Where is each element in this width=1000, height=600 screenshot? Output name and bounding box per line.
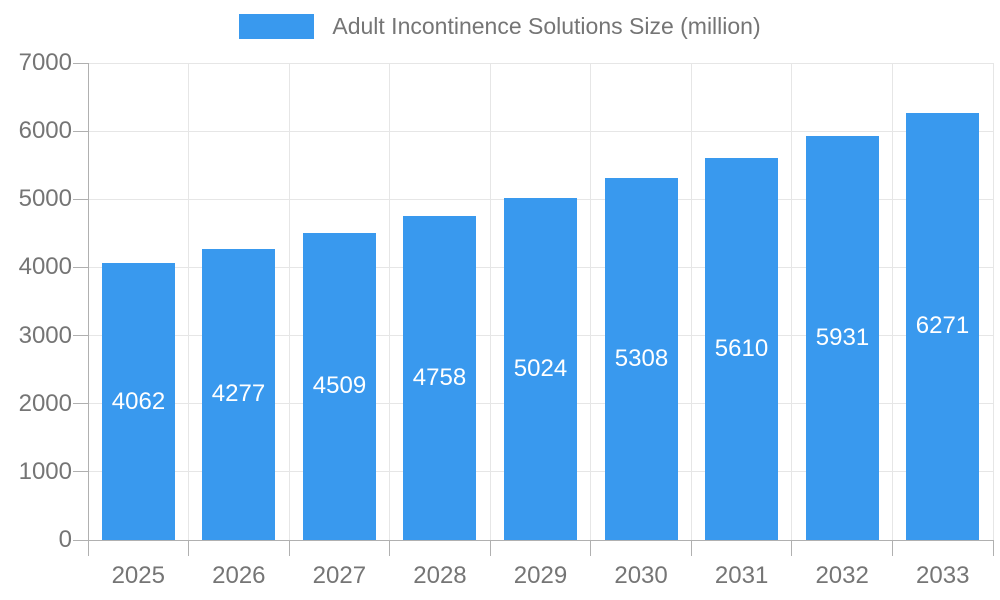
bar: 4062	[102, 263, 175, 540]
bar-value-label: 5308	[614, 345, 669, 373]
x-axis-tick	[791, 540, 793, 556]
y-axis-tick-label: 5000	[18, 185, 72, 213]
x-axis-category-label: 2025	[111, 562, 165, 589]
x-gridline	[489, 63, 491, 540]
x-gridline	[891, 63, 893, 540]
x-axis-category-label: 2027	[312, 562, 367, 589]
x-axis-tick	[992, 540, 994, 556]
x-axis-tick	[690, 540, 692, 556]
bar: 5308	[605, 178, 678, 540]
bar-value-label: 5024	[513, 354, 568, 382]
y-axis-line	[87, 63, 89, 556]
y-axis-tick-label: 3000	[18, 321, 72, 349]
x-gridline	[188, 63, 190, 540]
y-axis-tick	[73, 266, 88, 268]
bar-value-label: 4758	[412, 363, 467, 391]
x-gridline	[992, 63, 994, 540]
x-gridline	[389, 63, 391, 540]
bar: 5024	[504, 197, 577, 540]
x-axis-category-label: 2026	[212, 562, 266, 589]
bar: 6271	[906, 112, 979, 540]
x-gridline	[791, 63, 793, 540]
y-axis-tick-label: 4000	[18, 253, 72, 281]
x-axis-category-label: 2030	[614, 562, 668, 589]
bar: 4277	[202, 248, 275, 540]
y-axis-tick-label: 0	[58, 526, 72, 553]
legend-swatch-icon	[239, 14, 315, 39]
x-axis-category-label: 2028	[413, 562, 467, 589]
bar: 4758	[403, 215, 476, 540]
bar-value-label: 6271	[915, 312, 970, 340]
y-axis-tick	[73, 403, 88, 405]
x-axis-category-label: 2029	[513, 562, 568, 589]
bar: 5610	[705, 157, 778, 540]
x-axis-category-label: 2031	[714, 562, 769, 589]
y-axis-tick-label: 1000	[18, 457, 72, 485]
x-axis-category-label: 2033	[916, 562, 970, 589]
y-axis-tick	[73, 539, 88, 541]
y-axis-tick	[73, 471, 88, 473]
y-axis-tick-label: 7000	[18, 49, 72, 76]
bar-value-label: 4509	[312, 372, 367, 400]
y-axis-tick	[73, 335, 88, 337]
x-axis-tick	[489, 540, 491, 556]
y-axis-tick-label: 6000	[18, 117, 72, 145]
bar-value-label: 5610	[714, 334, 769, 362]
x-axis-tick	[288, 540, 290, 556]
x-axis-tick	[188, 540, 190, 556]
y-axis-tick-label: 2000	[18, 389, 72, 417]
bar-value-label: 5931	[815, 323, 870, 351]
bar: 5931	[806, 135, 879, 540]
y-axis-tick	[73, 198, 88, 200]
bar-value-label: 4277	[211, 380, 266, 408]
x-gridline	[690, 63, 692, 540]
bar-value-label: 4062	[111, 387, 166, 415]
x-axis-line	[88, 539, 993, 541]
y-axis-tick	[73, 62, 88, 64]
legend-label: Adult Incontinence Solutions Size (milli…	[332, 13, 761, 39]
bar: 4509	[303, 232, 376, 540]
x-axis-tick	[590, 540, 592, 556]
y-axis-tick	[73, 130, 88, 132]
chart-legend: Adult Incontinence Solutions Size (milli…	[0, 14, 1000, 39]
x-axis-tick	[891, 540, 893, 556]
x-gridline	[288, 63, 290, 540]
y-gridline	[88, 62, 993, 64]
x-axis-tick	[389, 540, 391, 556]
x-gridline	[590, 63, 592, 540]
y-gridline	[88, 130, 993, 132]
x-axis-category-label: 2032	[815, 562, 869, 589]
